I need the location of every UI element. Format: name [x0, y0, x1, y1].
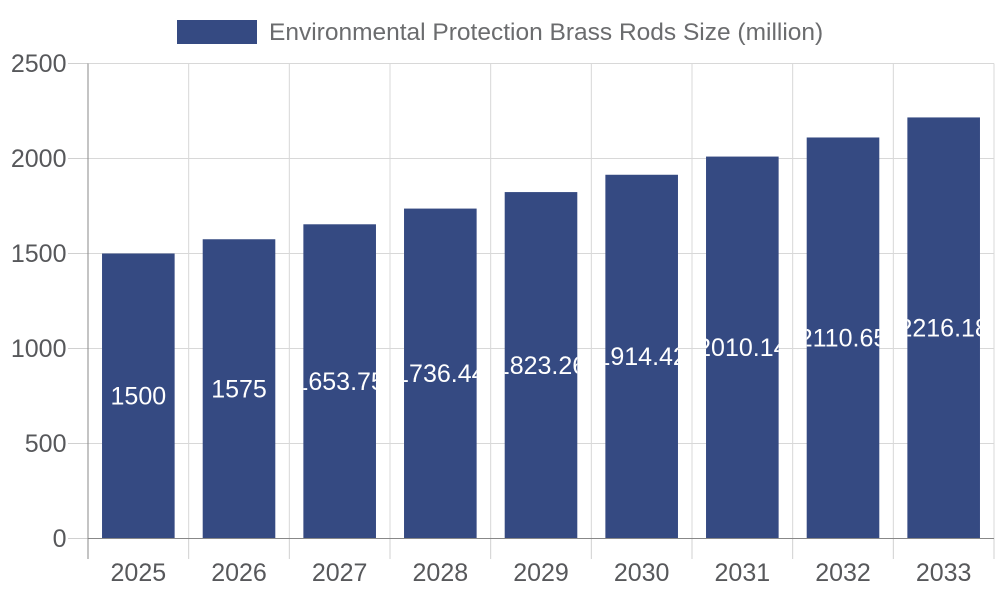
svg-text:1575: 1575 [211, 375, 267, 403]
svg-text:2000: 2000 [11, 145, 67, 173]
svg-text:2029: 2029 [513, 559, 569, 587]
svg-text:2110.65: 2110.65 [799, 325, 888, 353]
svg-text:1914.42: 1914.42 [596, 343, 686, 371]
svg-text:2030: 2030 [614, 559, 670, 587]
svg-text:2010.14: 2010.14 [697, 334, 787, 362]
svg-text:Environmental Protection Brass: Environmental Protection Brass Rods Size… [269, 19, 823, 46]
svg-text:1000: 1000 [11, 335, 67, 363]
svg-text:2025: 2025 [111, 559, 167, 587]
svg-text:1736.44: 1736.44 [395, 360, 485, 388]
svg-text:1653.75: 1653.75 [294, 368, 384, 396]
svg-text:2216.18: 2216.18 [898, 315, 988, 343]
svg-text:2028: 2028 [413, 559, 469, 587]
svg-text:2027: 2027 [312, 559, 368, 587]
svg-text:0: 0 [53, 525, 67, 553]
svg-text:1823.26: 1823.26 [496, 352, 586, 380]
svg-text:1500: 1500 [111, 383, 167, 411]
svg-text:2500: 2500 [11, 50, 67, 78]
svg-text:2033: 2033 [916, 559, 972, 587]
svg-text:2026: 2026 [211, 559, 267, 587]
svg-text:2031: 2031 [715, 559, 771, 587]
svg-text:500: 500 [25, 430, 67, 458]
svg-text:1500: 1500 [11, 240, 67, 268]
svg-text:2032: 2032 [815, 559, 871, 587]
